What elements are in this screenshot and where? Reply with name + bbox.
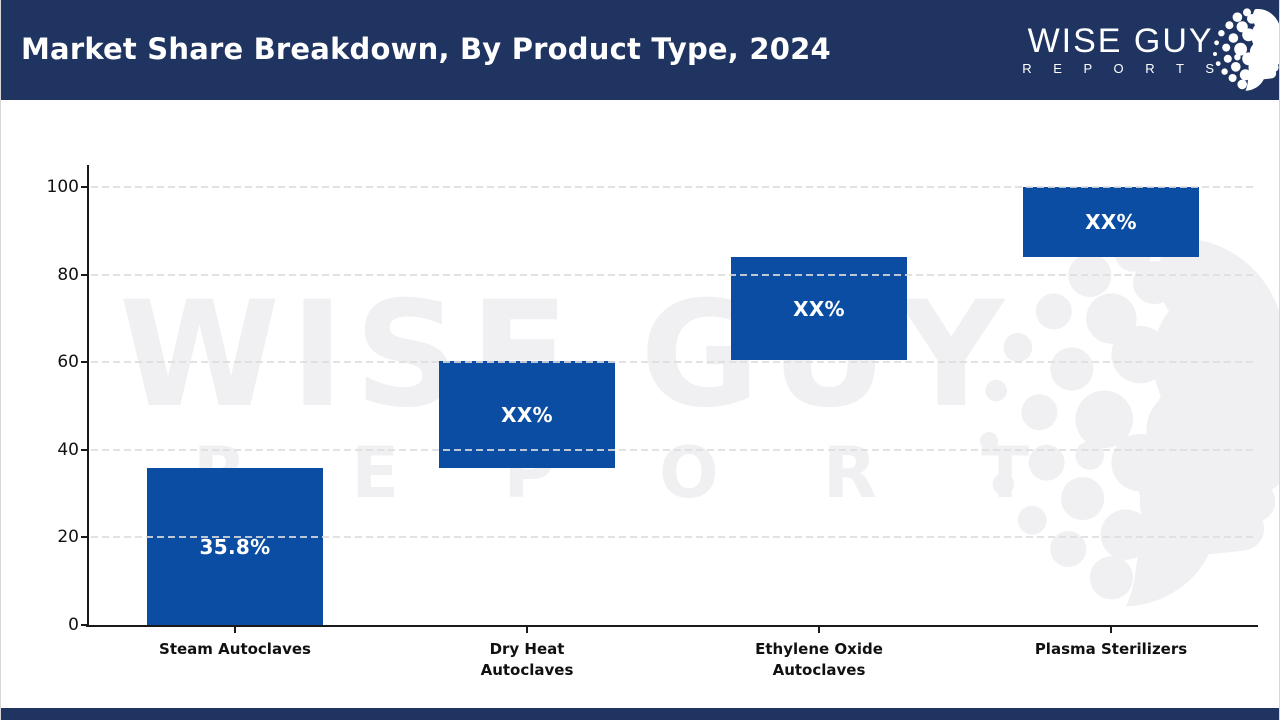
logo: WISE GUY R E P O R T S <box>1018 4 1280 96</box>
y-tick-label: 60 <box>57 352 79 373</box>
y-tick-mark <box>81 536 88 539</box>
x-category-label: Dry Heat Autoclaves <box>480 640 574 679</box>
y-tick-mark <box>81 186 88 188</box>
bar: XX% <box>1023 187 1199 258</box>
footer-bar <box>1 708 1279 720</box>
bar-value-label: XX% <box>1085 210 1137 235</box>
y-tick-mark <box>81 624 88 626</box>
y-tick-mark <box>81 273 88 276</box>
logo-wordmark: WISE GUY <box>1027 21 1214 60</box>
y-tick-label: 20 <box>57 527 79 548</box>
y-tick-mark <box>81 361 88 364</box>
logo-text: WISE GUY R E P O R T S <box>1018 21 1223 77</box>
bar: 35.8% <box>147 468 323 625</box>
bar-value-label: XX% <box>793 296 845 321</box>
y-tick-label: 80 <box>57 264 79 285</box>
y-tick-label: 0 <box>68 615 79 635</box>
y-tick-label: 100 <box>46 177 79 197</box>
y-axis <box>87 165 89 627</box>
x-category-label: Ethylene Oxide Autoclaves <box>755 640 883 679</box>
bar-value-label: 35.8% <box>199 534 271 559</box>
page-title: Market Share Breakdown, By Product Type,… <box>21 32 831 66</box>
y-tick-mark <box>81 448 88 451</box>
y-tick-label: 40 <box>57 439 79 460</box>
bar: XX% <box>731 257 907 361</box>
x-category-label: Steam Autoclaves <box>159 640 311 658</box>
x-tick-mark <box>526 627 528 633</box>
grid-line <box>91 186 1257 188</box>
grid-line <box>91 536 1257 539</box>
watermark-head-icon <box>953 222 1280 624</box>
x-tick-mark <box>234 627 236 633</box>
x-axis <box>86 625 1258 627</box>
x-tick-mark <box>818 627 820 633</box>
bar-value-label: XX% <box>501 402 553 427</box>
grid-line <box>91 273 1257 276</box>
logo-subtext: R E P O R T S <box>1022 61 1223 77</box>
grid-line <box>91 448 1257 451</box>
x-category-label: Plasma Sterilizers <box>1034 640 1188 658</box>
x-tick-mark <box>1110 627 1112 633</box>
grid-line <box>91 361 1257 364</box>
header: Market Share Breakdown, By Product Type,… <box>1 0 1280 100</box>
bar: XX% <box>439 361 615 469</box>
